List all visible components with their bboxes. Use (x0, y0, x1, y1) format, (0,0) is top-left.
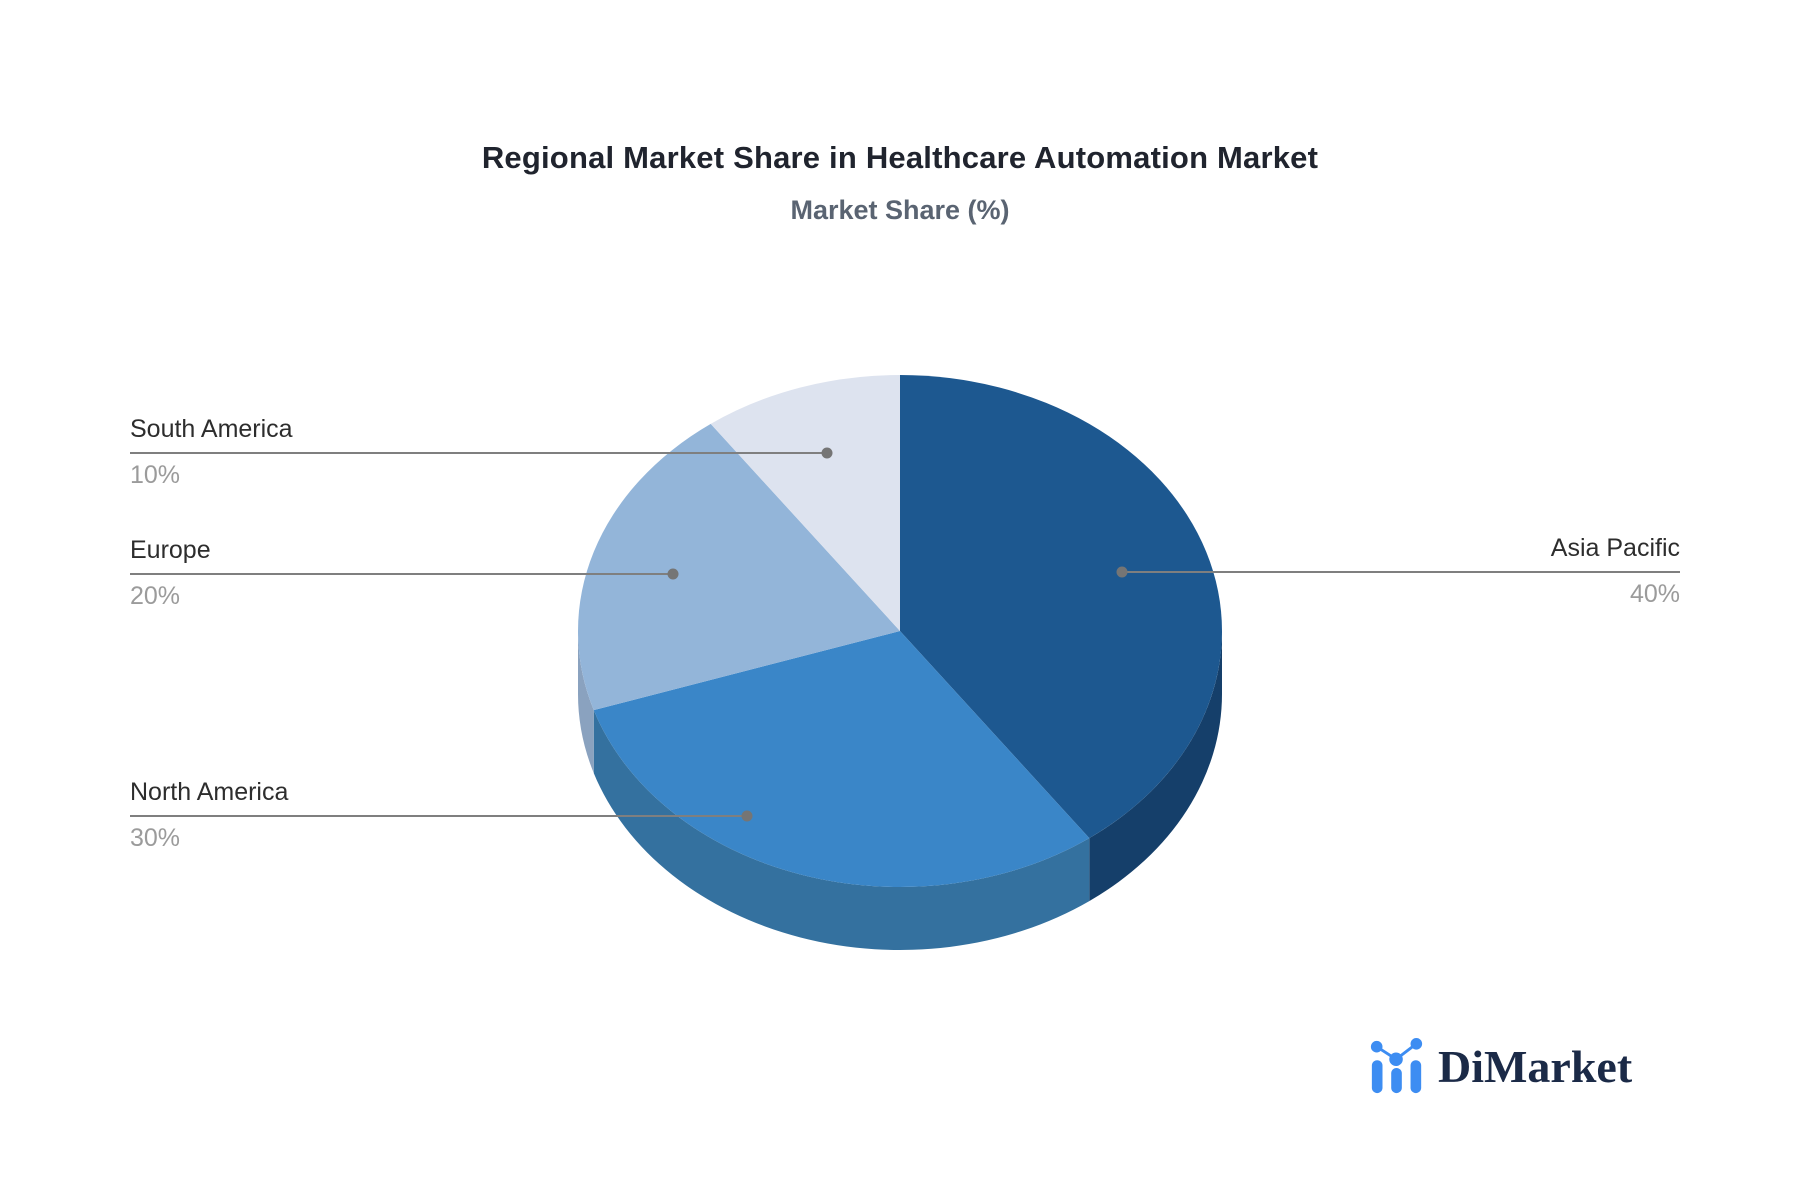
brand-name: DiMarket (1438, 1041, 1633, 1092)
leader-dot-asia-pacific (1116, 566, 1128, 578)
leader-dot-europe (667, 568, 679, 580)
brand-logo: DiMarket (1368, 1038, 1632, 1096)
callout-label-north-america: North America (130, 778, 289, 806)
pie-slice-south-america (710, 375, 900, 631)
leader-dot-south-america (821, 447, 833, 459)
pie-slice-north-america (593, 631, 1090, 887)
pie-slice-side-north-america (593, 710, 1090, 950)
chart-subtitle: Market Share (%) (790, 195, 1010, 225)
callout-label-europe: Europe (130, 536, 211, 564)
bar-line-chart-icon (1370, 1038, 1423, 1094)
pie-slice-side-europe (578, 631, 594, 774)
callout-value-north-america: 30% (130, 824, 181, 852)
pie-slice-side-asia-pacific (1089, 631, 1222, 902)
callout-label-south-america: South America (130, 415, 293, 443)
pie-slice-europe (578, 423, 900, 711)
pie-slice-asia-pacific (900, 375, 1222, 839)
callout-value-europe: 20% (130, 582, 181, 610)
callout-value-south-america: 10% (130, 461, 181, 489)
chart-title: Regional Market Share in Healthcare Auto… (481, 140, 1319, 175)
leader-dot-north-america (741, 810, 753, 822)
callout-label-asia-pacific: Asia Pacific (1550, 534, 1680, 562)
callout-value-asia-pacific: 40% (1629, 580, 1680, 608)
